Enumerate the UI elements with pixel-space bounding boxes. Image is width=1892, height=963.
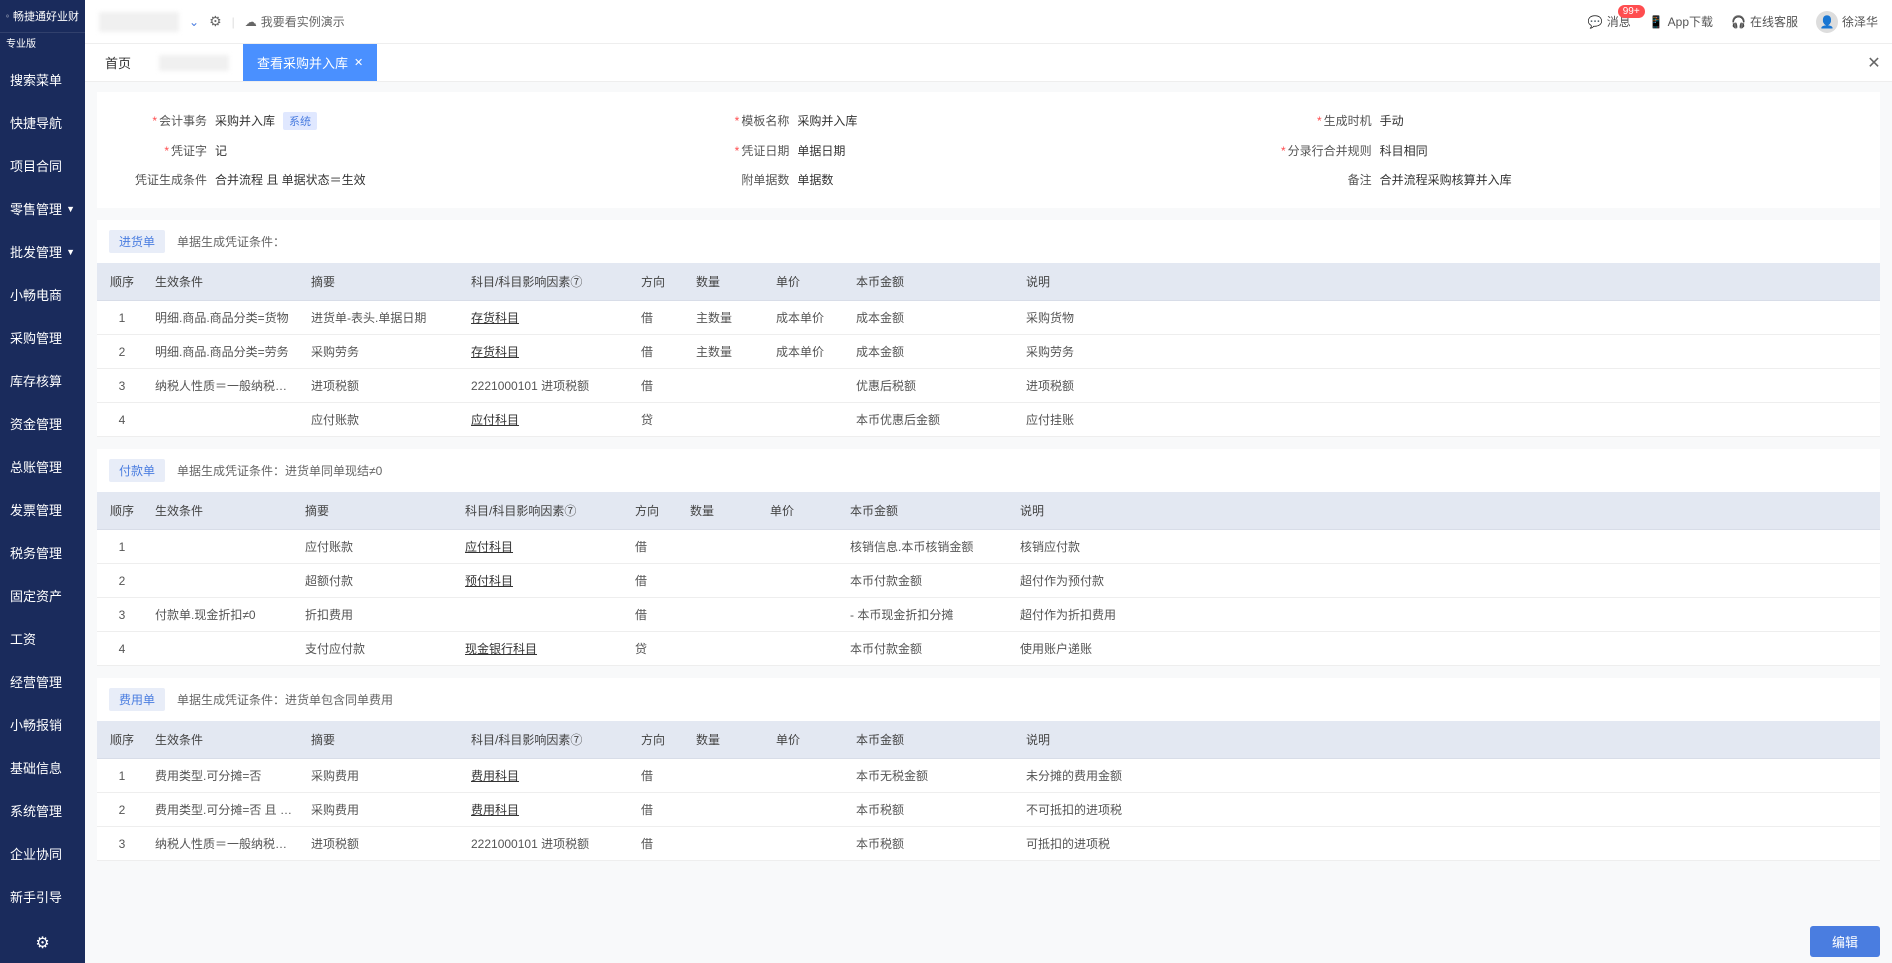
- sidebar-item-4[interactable]: 批发管理▼: [0, 230, 85, 273]
- topbar: ⌄ ⚙ | ☁ 我要看实例演示 💬 消息 99+ 📱 App下载: [85, 0, 1892, 44]
- settings-icon[interactable]: ⚙: [35, 935, 49, 952]
- online-service[interactable]: 🎧 在线客服: [1731, 13, 1798, 30]
- sidebar-item-7[interactable]: 库存核算: [0, 359, 85, 402]
- sidebar-item-16[interactable]: 基础信息: [0, 746, 85, 789]
- sidebar-footer: ⚙: [0, 923, 85, 963]
- caret-icon: ▼: [66, 204, 75, 214]
- page-footer: 编辑: [85, 920, 1892, 963]
- topbar-right: 💬 消息 99+ 📱 App下载 🎧 在线客服 👤 徐泽华: [1588, 11, 1878, 33]
- sidebar-item-18[interactable]: 企业协同: [0, 832, 85, 875]
- section-table: 顺序生效条件摘要科目/科目影响因素⑦方向数量单价本币金额说明1明细.商品.商品分…: [97, 263, 1880, 437]
- subject-link[interactable]: 存货科目: [471, 345, 519, 359]
- tab-active[interactable]: 查看采购并入库 ✕: [243, 44, 377, 81]
- phone-icon: 📱: [1649, 15, 1664, 29]
- section-name: 付款单: [109, 459, 165, 482]
- content: *会计事务采购并入库系统 *模板名称采购并入库 *生成时机手动 *凭证字记 *凭…: [85, 82, 1892, 963]
- subject-link[interactable]: 费用科目: [471, 803, 519, 817]
- message-badge: 99+: [1618, 5, 1645, 18]
- form-card: *会计事务采购并入库系统 *模板名称采购并入库 *生成时机手动 *凭证字记 *凭…: [97, 92, 1880, 208]
- section-name: 费用单: [109, 688, 165, 711]
- section-header: 费用单单据生成凭证条件：进货单包含同单费用: [97, 678, 1880, 721]
- org-selector[interactable]: [99, 12, 179, 32]
- table-row: 1应付账款应付科目借核销信息.本币核销金额核销应付款: [97, 530, 1880, 564]
- logo-sub: 专业版: [0, 33, 85, 58]
- app-download[interactable]: 📱 App下载: [1649, 13, 1713, 30]
- subject-link[interactable]: 预付科目: [465, 574, 513, 588]
- sidebar-item-19[interactable]: 新手引导: [0, 875, 85, 918]
- logo-text: 畅捷通好业财: [13, 8, 79, 24]
- section-0: 进货单单据生成凭证条件：顺序生效条件摘要科目/科目影响因素⑦方向数量单价本币金额…: [97, 220, 1880, 437]
- sidebar-item-1[interactable]: 快捷导航: [0, 101, 85, 144]
- section-header: 进货单单据生成凭证条件：: [97, 220, 1880, 263]
- table-row: 2明细.商品.商品分类=劳务采购劳务存货科目借主数量成本单价成本金额采购劳务: [97, 335, 1880, 369]
- sidebar-item-13[interactable]: 工资: [0, 617, 85, 660]
- sidebar-item-8[interactable]: 资金管理: [0, 402, 85, 445]
- logo-icon: [6, 8, 9, 24]
- cloud-icon: ☁: [245, 15, 257, 29]
- table-row: 1费用类型.可分摊=否采购费用费用科目借本币无税金额未分摊的费用金额: [97, 759, 1880, 793]
- main: ⌄ ⚙ | ☁ 我要看实例演示 💬 消息 99+ 📱 App下载: [85, 0, 1892, 963]
- topbar-left: ⌄ ⚙ | ☁ 我要看实例演示: [99, 12, 345, 32]
- section-table: 顺序生效条件摘要科目/科目影响因素⑦方向数量单价本币金额说明1应付账款应付科目借…: [97, 492, 1880, 666]
- sidebar: 畅捷通好业财 专业版 搜索菜单快捷导航项目合同零售管理▼批发管理▼小畅电商采购管…: [0, 0, 85, 963]
- section-table: 顺序生效条件摘要科目/科目影响因素⑦方向数量单价本币金额说明1费用类型.可分摊=…: [97, 721, 1880, 861]
- section-condition: 单据生成凭证条件：: [177, 233, 285, 250]
- tab-home[interactable]: 首页: [91, 44, 145, 81]
- user-menu[interactable]: 👤 徐泽华: [1816, 11, 1878, 33]
- headset-icon: 🎧: [1731, 15, 1746, 29]
- section-condition: 单据生成凭证条件：进货单包含同单费用: [177, 691, 393, 708]
- table-row: 2费用类型.可分摊=否 且 (纳税采购费用费用科目借本币税额不可抵扣的进项税: [97, 793, 1880, 827]
- sidebar-item-17[interactable]: 系统管理: [0, 789, 85, 832]
- logo[interactable]: 畅捷通好业财: [0, 0, 85, 33]
- table-row: 4应付账款应付科目贷本币优惠后金额应付挂账: [97, 403, 1880, 437]
- table-row: 3纳税人性质＝一般纳税人 且 (进项税额2221000101 进项税额借本币税额…: [97, 827, 1880, 861]
- system-tag: 系统: [283, 112, 317, 130]
- section-condition: 单据生成凭证条件：进货单同单现结≠0: [177, 462, 382, 479]
- table-row: 1明细.商品.商品分类=货物进货单-表头.单据日期存货科目借主数量成本单价成本金…: [97, 301, 1880, 335]
- sidebar-item-6[interactable]: 采购管理: [0, 316, 85, 359]
- nav: 搜索菜单快捷导航项目合同零售管理▼批发管理▼小畅电商采购管理库存核算资金管理总账…: [0, 58, 85, 923]
- table-row: 2超额付款预付科目借本币付款金额超付作为预付款: [97, 564, 1880, 598]
- sidebar-item-15[interactable]: 小畅报销: [0, 703, 85, 746]
- subject-link[interactable]: 应付科目: [471, 413, 519, 427]
- sidebar-item-0[interactable]: 搜索菜单: [0, 58, 85, 101]
- messages[interactable]: 💬 消息 99+: [1588, 13, 1631, 30]
- tabs: 首页 查看采购并入库 ✕ ✕: [85, 44, 1892, 82]
- sidebar-item-14[interactable]: 经营管理: [0, 660, 85, 703]
- demo-text: 我要看实例演示: [261, 13, 345, 30]
- avatar-icon: 👤: [1816, 11, 1838, 33]
- table-row: 3付款单.现金折扣≠0折扣费用借- 本币现金折扣分摊超付作为折扣费用: [97, 598, 1880, 632]
- tab-close-icon[interactable]: ✕: [354, 56, 363, 69]
- sidebar-item-3[interactable]: 零售管理▼: [0, 187, 85, 230]
- sidebar-item-9[interactable]: 总账管理: [0, 445, 85, 488]
- subject-link[interactable]: 费用科目: [471, 769, 519, 783]
- section-1: 付款单单据生成凭证条件：进货单同单现结≠0顺序生效条件摘要科目/科目影响因素⑦方…: [97, 449, 1880, 666]
- section-name: 进货单: [109, 230, 165, 253]
- subject-link[interactable]: 存货科目: [471, 311, 519, 325]
- tab-blurred[interactable]: [145, 44, 243, 81]
- subject-link[interactable]: 现金银行科目: [465, 642, 537, 656]
- sidebar-item-10[interactable]: 发票管理: [0, 488, 85, 531]
- org-settings-icon[interactable]: ⚙: [209, 13, 222, 30]
- table-row: 3纳税人性质＝一般纳税人 且 享进项税额2221000101 进项税额借优惠后税…: [97, 369, 1880, 403]
- sidebar-item-5[interactable]: 小畅电商: [0, 273, 85, 316]
- org-caret-icon[interactable]: ⌄: [189, 15, 199, 29]
- sidebar-item-12[interactable]: 固定资产: [0, 574, 85, 617]
- tabs-close-all[interactable]: ✕: [1862, 53, 1886, 73]
- edit-button[interactable]: 编辑: [1810, 926, 1880, 957]
- subject-link[interactable]: 应付科目: [465, 540, 513, 554]
- sidebar-item-2[interactable]: 项目合同: [0, 144, 85, 187]
- caret-icon: ▼: [66, 247, 75, 257]
- table-row: 4支付应付款现金银行科目贷本币付款金额使用账户递账: [97, 632, 1880, 666]
- section-header: 付款单单据生成凭证条件：进货单同单现结≠0: [97, 449, 1880, 492]
- message-icon: 💬: [1588, 15, 1603, 29]
- section-2: 费用单单据生成凭证条件：进货单包含同单费用顺序生效条件摘要科目/科目影响因素⑦方…: [97, 678, 1880, 861]
- demo-link[interactable]: ☁ 我要看实例演示: [245, 13, 345, 30]
- sidebar-item-11[interactable]: 税务管理: [0, 531, 85, 574]
